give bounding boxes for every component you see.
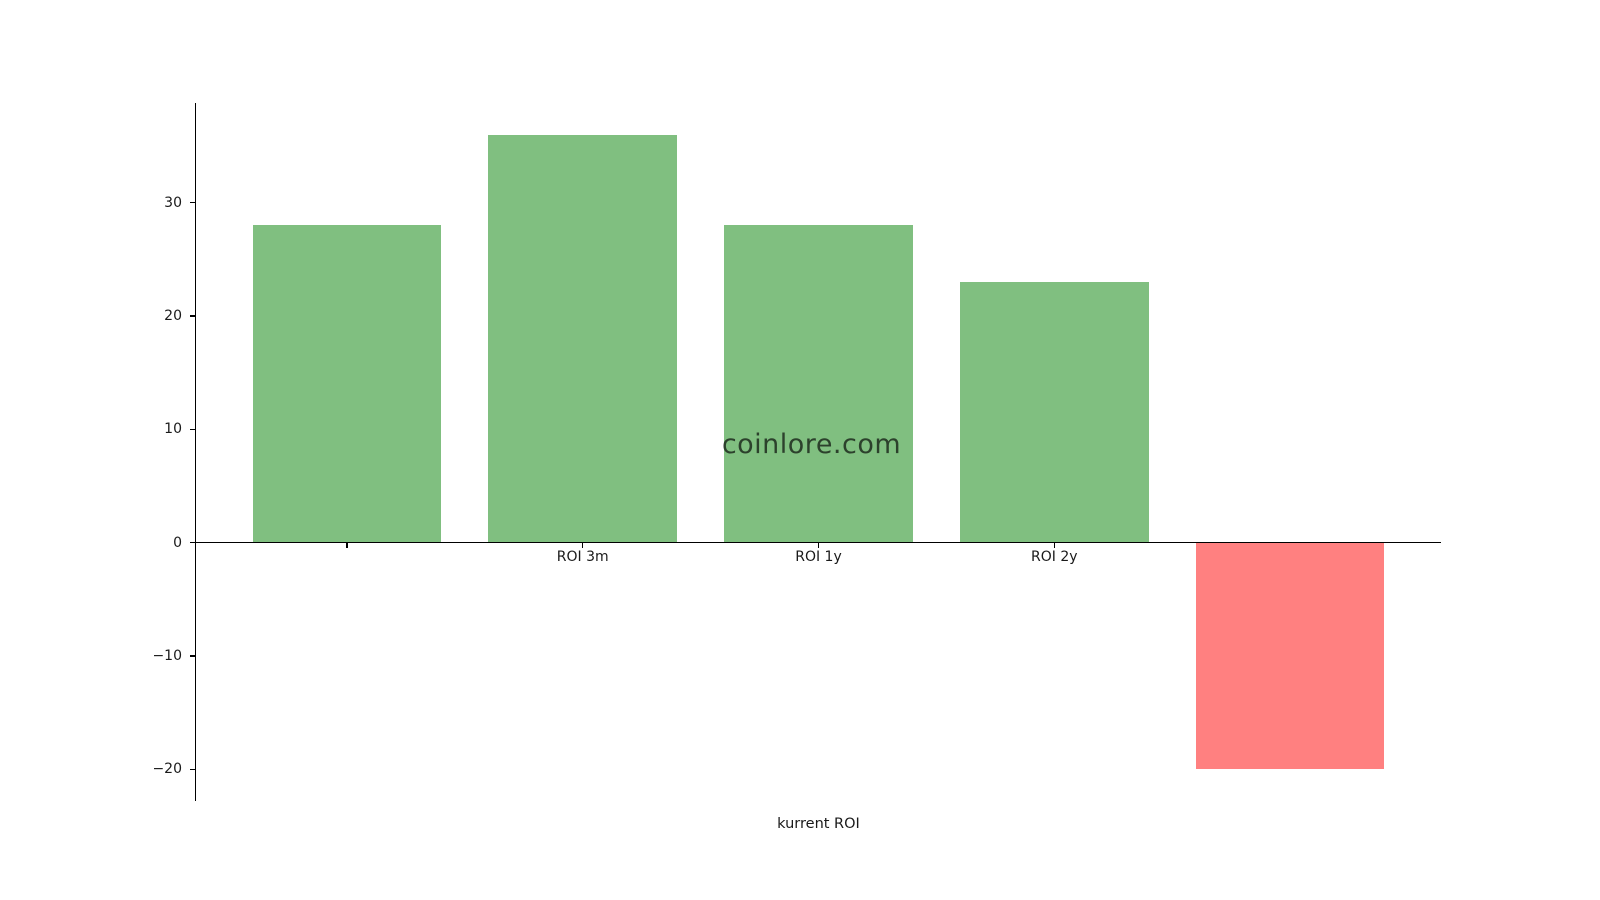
bar xyxy=(724,225,913,543)
y-tick-mark xyxy=(189,428,195,431)
y-tick-label: 0 xyxy=(173,534,182,551)
y-tick-label: 20 xyxy=(164,308,182,325)
x-tick-mark xyxy=(581,542,584,548)
x-tick-mark xyxy=(1053,542,1056,548)
y-tick-mark xyxy=(189,201,195,204)
y-tick-mark xyxy=(189,541,195,544)
x-axis-title: kurrent ROI xyxy=(777,816,860,832)
watermark-text: coinlore.com xyxy=(721,429,902,460)
x-tick-label: ROI 1y xyxy=(795,548,842,565)
x-tick-label: ROI 2y xyxy=(1031,548,1078,565)
bar xyxy=(488,134,677,543)
x-tick-label: ROI 3m xyxy=(556,548,609,565)
y-tick-mark xyxy=(189,315,195,317)
x-tick-mark xyxy=(817,542,820,548)
bar xyxy=(252,225,442,543)
y-tick-label: −10 xyxy=(152,647,182,664)
y-tick-label: 30 xyxy=(164,194,182,211)
x-axis-line xyxy=(196,541,1441,544)
x-tick-mark xyxy=(346,542,348,548)
y-tick-mark xyxy=(189,655,195,657)
y-tick-label: −20 xyxy=(152,761,182,778)
y-tick-mark xyxy=(189,768,195,771)
bar xyxy=(1195,542,1385,770)
y-axis-line xyxy=(194,103,196,801)
bar xyxy=(959,282,1149,543)
y-tick-label: 10 xyxy=(164,421,182,438)
